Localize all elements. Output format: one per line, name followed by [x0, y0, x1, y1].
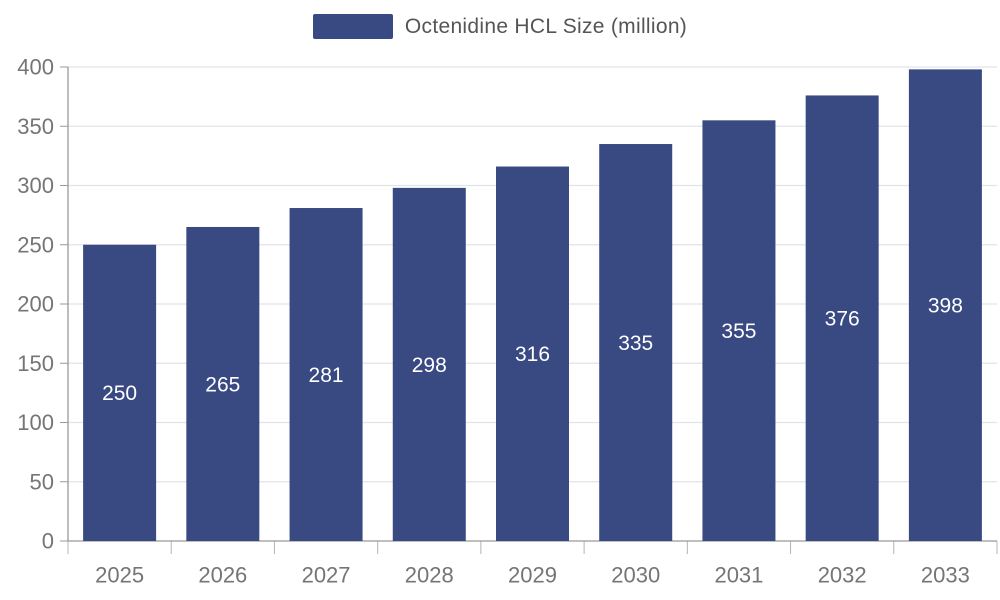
bar	[289, 208, 363, 541]
x-tick-label: 2030	[611, 563, 660, 588]
x-tick-label: 2025	[95, 563, 144, 588]
x-tick-label: 2032	[818, 563, 867, 588]
x-tick-label: 2027	[302, 563, 351, 588]
x-tick-label: 2029	[508, 563, 557, 588]
bar	[599, 144, 673, 541]
bar-value-label: 355	[721, 320, 756, 343]
y-tick-label: 350	[17, 114, 54, 139]
bar	[702, 120, 776, 541]
bar	[805, 95, 879, 541]
y-tick-label: 150	[17, 351, 54, 376]
bar-value-label: 376	[825, 308, 860, 331]
x-tick-label: 2031	[714, 563, 763, 588]
x-tick-label: 2026	[198, 563, 247, 588]
bar-value-label: 250	[102, 382, 137, 405]
legend-label: Octenidine HCL Size (million)	[404, 14, 688, 38]
y-tick-label: 250	[17, 232, 54, 257]
bar	[496, 166, 569, 542]
bar	[186, 226, 260, 541]
legend-item[interactable]: Octenidine HCL Size (million)	[312, 14, 688, 39]
y-tick-label: 400	[17, 55, 54, 80]
bar-value-label: 316	[515, 343, 550, 366]
bar-value-label: 281	[309, 364, 344, 387]
bar-value-label: 398	[928, 295, 963, 318]
bar	[908, 69, 982, 542]
x-tick-label: 2028	[405, 563, 454, 588]
legend-swatch-icon	[312, 14, 393, 39]
x-tick-label: 2033	[921, 563, 970, 588]
bar-value-label: 265	[205, 373, 240, 396]
y-tick-label: 0	[42, 529, 54, 554]
y-tick-label: 100	[17, 410, 54, 435]
legend: Octenidine HCL Size (million)	[0, 14, 1000, 39]
bar-value-label: 335	[618, 332, 653, 355]
y-tick-label: 50	[30, 469, 54, 494]
bar-value-label: 298	[412, 354, 447, 377]
y-tick-label: 200	[17, 292, 54, 317]
y-tick-label: 300	[17, 173, 54, 198]
bar	[83, 244, 157, 541]
bar	[392, 187, 466, 541]
